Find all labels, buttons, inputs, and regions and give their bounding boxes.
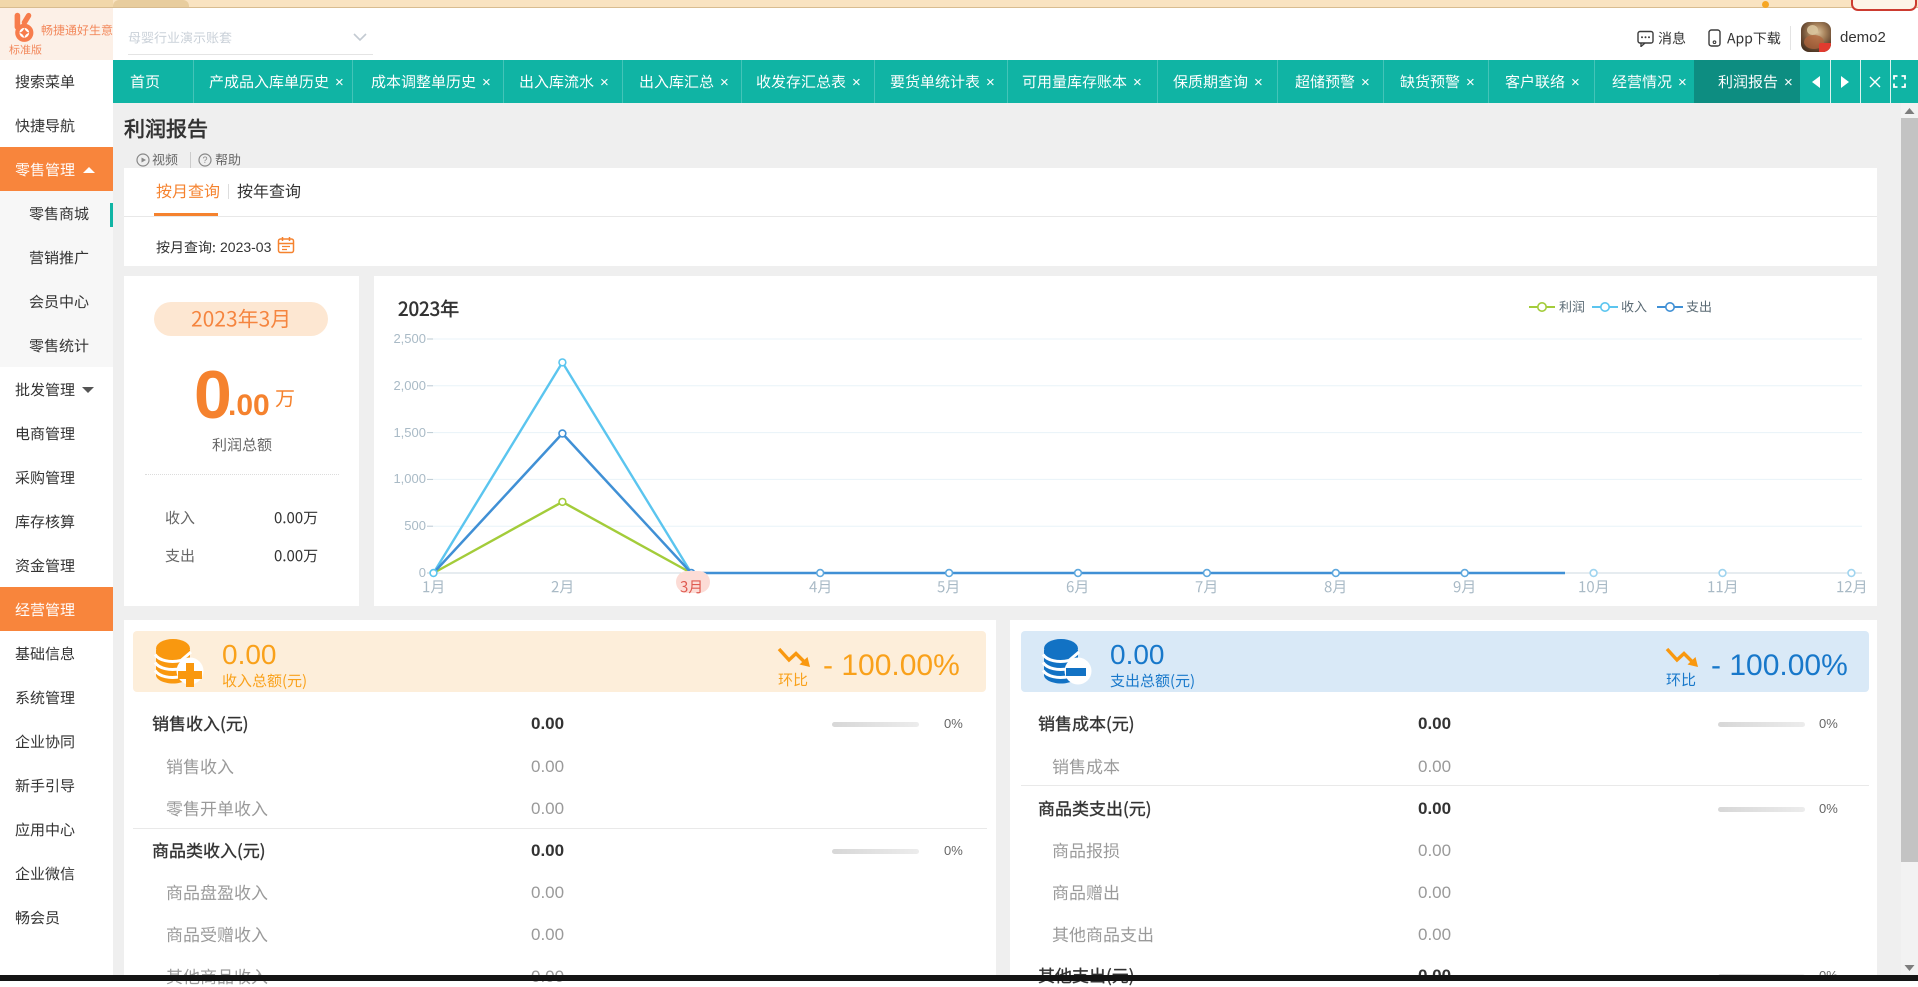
svg-text:?: ? (202, 155, 207, 165)
